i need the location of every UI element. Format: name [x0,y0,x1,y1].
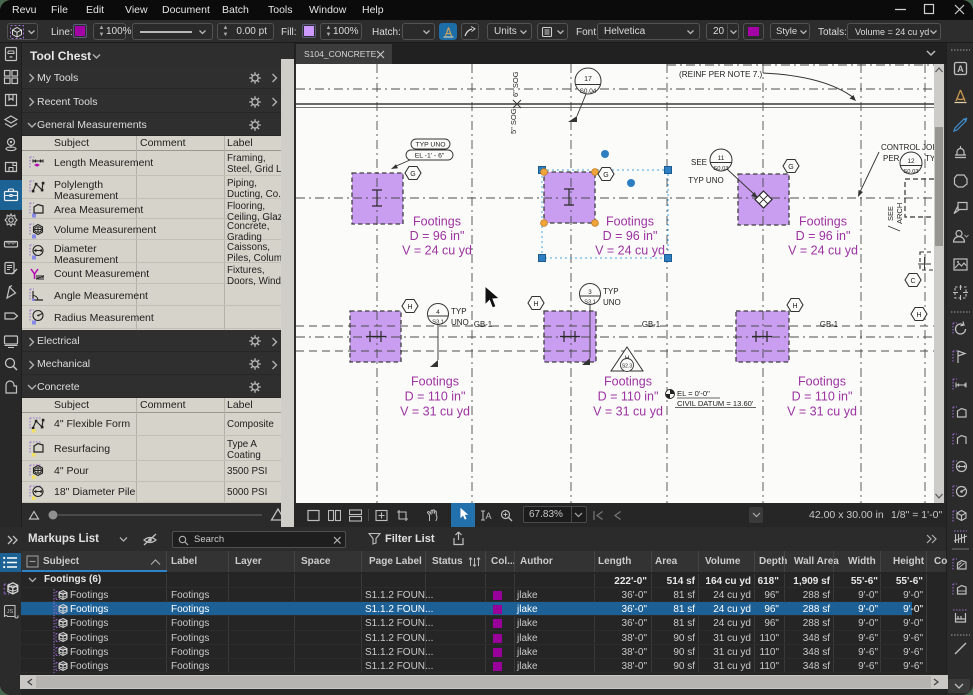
svg-text:TYP: TYP [451,307,467,316]
svg-text:V = 24 cu yd: V = 24 cu yd [788,244,858,258]
svg-text:CONTROL JOI: CONTROL JOI [881,143,934,152]
svg-text:S2.3: S2.3 [622,364,633,370]
svg-text:H: H [916,312,921,319]
svg-text:TYP UNO: TYP UNO [688,176,723,185]
svg-text:S0.03: S0.03 [713,166,728,172]
svg-text:V = 24 cu yd: V = 24 cu yd [402,244,472,258]
svg-text:D = 110 in": D = 110 in" [792,390,853,404]
svg-text:Footings: Footings [413,215,461,229]
svg-text:S3.1: S3.1 [584,300,596,306]
svg-text:UNO: UNO [451,318,469,327]
svg-text:GB-1: GB-1 [474,320,492,329]
svg-text:CIVIL DATUM = 13.60': CIVIL DATUM = 13.60' [677,399,754,408]
svg-text:PER: PER [883,154,900,163]
svg-text:6" SOG: 6" SOG [511,71,520,97]
svg-text:A: A [957,64,964,74]
svg-text:ARCH: ARCH [895,203,904,224]
svg-text:12: 12 [907,158,915,165]
svg-text:V = 24 cu yd: V = 24 cu yd [595,244,665,258]
svg-text:V = 31 cu yd: V = 31 cu yd [400,405,470,419]
svg-text:3: 3 [588,289,592,296]
svg-text:SEE: SEE [886,206,895,221]
svg-text:G: G [603,172,608,179]
svg-text:Footings: Footings [411,375,459,389]
svg-text:H: H [533,301,538,308]
svg-text:4: 4 [436,309,440,316]
svg-text:EL -1' - 6": EL -1' - 6" [415,153,445,160]
svg-text:TYP: TYP [603,287,619,296]
svg-text:EL = 0'-0": EL = 0'-0" [677,389,710,398]
svg-text:G: G [410,171,415,178]
svg-text:TYP UNO: TYP UNO [415,142,445,149]
svg-text:5" SOG: 5" SOG [509,108,518,134]
svg-text:V = 31 cu yd: V = 31 cu yd [787,405,857,419]
svg-text:H: H [407,304,412,311]
svg-text:H: H [792,303,797,310]
svg-text:UNO: UNO [603,298,621,307]
svg-text:Footings: Footings [798,375,846,389]
svg-text:GB-1: GB-1 [642,320,660,329]
svg-text:Footings: Footings [799,215,847,229]
svg-text:(REINF PER NOTE 7.): (REINF PER NOTE 7.) [679,70,763,79]
svg-text:D = 96 in": D = 96 in" [410,229,465,243]
svg-text:TY: TY [925,154,934,163]
svg-text:D = 96 in": D = 96 in" [796,229,851,243]
svg-text:D = 110 in": D = 110 in" [598,390,659,404]
svg-text:V = 31 cu yd: V = 31 cu yd [593,405,663,419]
svg-text:GB-1: GB-1 [820,320,838,329]
svg-text:Footings: Footings [606,215,654,229]
svg-text:11: 11 [718,155,725,162]
svg-text:S0.04: S0.04 [580,88,597,95]
svg-text:SEE: SEE [691,158,707,167]
svg-text:A: A [485,511,491,521]
svg-text:17: 17 [584,76,592,83]
svg-text:S0.03: S0.03 [903,169,918,175]
svg-text:Footings: Footings [604,375,652,389]
svg-text:D = 110 in": D = 110 in" [405,390,466,404]
svg-text:JS: JS [7,609,14,615]
svg-text:C: C [910,278,915,285]
svg-text:G: G [788,164,793,171]
svg-text:D = 96 in": D = 96 in" [603,229,658,243]
svg-text:S3.1: S3.1 [432,320,444,326]
